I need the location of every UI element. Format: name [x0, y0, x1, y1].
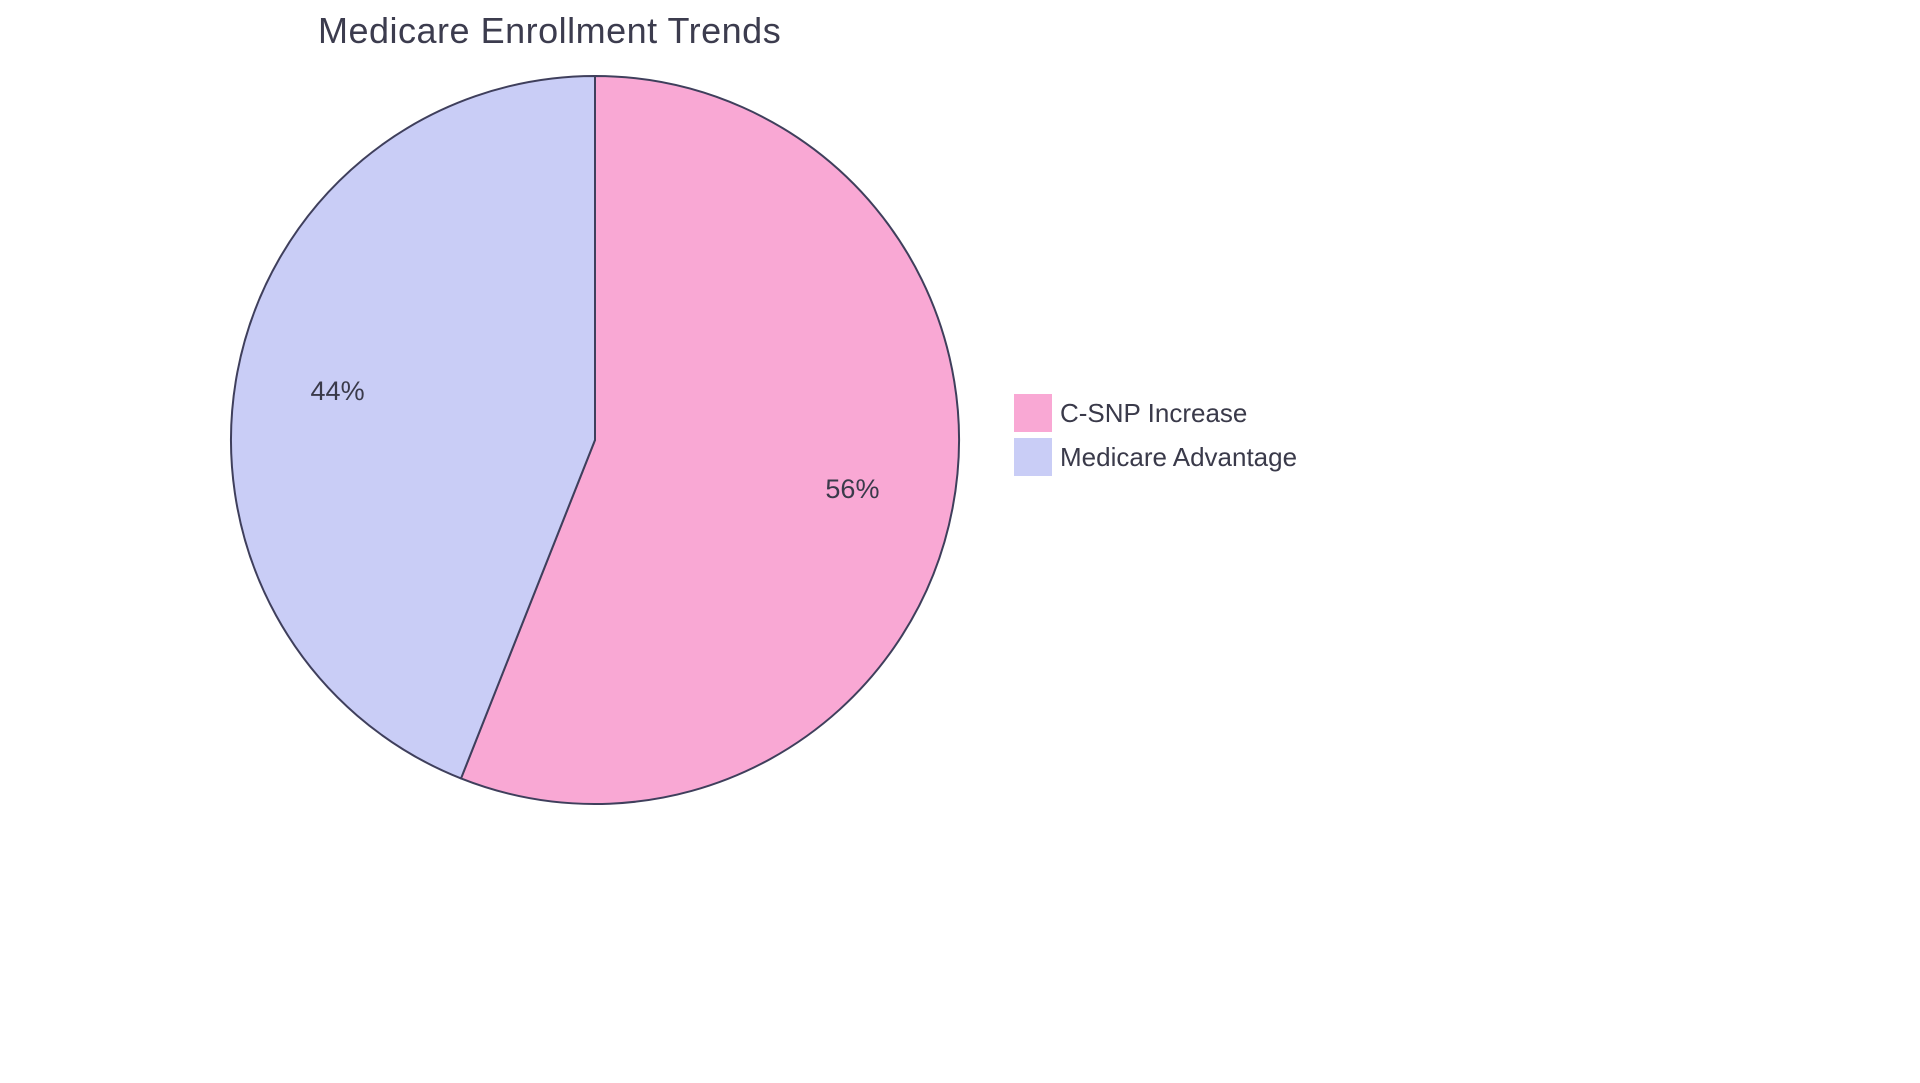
legend-label-medicare-advantage: Medicare Advantage [1060, 441, 1298, 472]
legend-swatch-medicare-advantage-icon[interactable] [1014, 438, 1052, 476]
legend-label-csnp: C-SNP Increase [1060, 397, 1248, 428]
pie-slice-percent-label-1: 44% [311, 376, 365, 406]
pie-slice-1[interactable] [230, 75, 596, 780]
pie-slice-percent-label-0: 56% [825, 474, 879, 504]
legend-item-csnp[interactable]: C-SNP Increase [1014, 394, 1297, 432]
legend-swatch-csnp-icon[interactable] [1014, 394, 1052, 432]
chart-title: Medicare Enrollment Trends [318, 10, 782, 51]
legend: C-SNP Increase Medicare Advantage [1014, 394, 1297, 476]
pie-slice-0[interactable] [460, 75, 960, 805]
legend-item-medicare-advantage[interactable]: Medicare Advantage [1014, 438, 1297, 476]
